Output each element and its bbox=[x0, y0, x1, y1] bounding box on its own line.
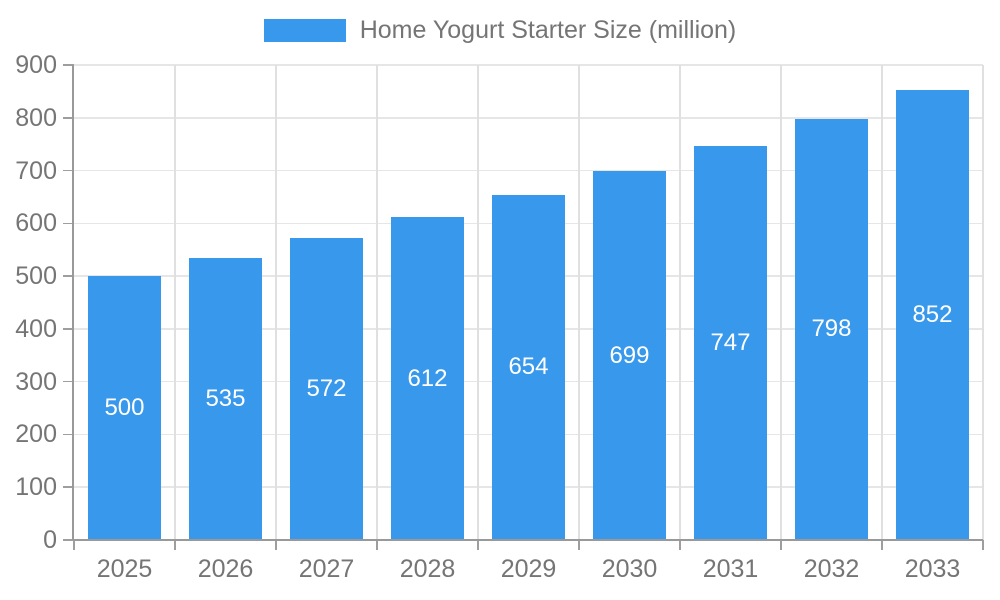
v-gridline bbox=[376, 65, 378, 540]
bar-2033[interactable] bbox=[895, 90, 970, 540]
x-axis-label: 2033 bbox=[904, 555, 961, 583]
v-gridline bbox=[982, 65, 984, 540]
v-gridline bbox=[477, 65, 479, 540]
x-axis-label: 2025 bbox=[96, 555, 153, 583]
x-axis-tick bbox=[578, 540, 580, 550]
v-gridline bbox=[275, 65, 277, 540]
y-axis-label: 400 bbox=[15, 314, 57, 343]
bar-2027[interactable] bbox=[289, 238, 364, 540]
y-axis-line bbox=[72, 65, 74, 540]
x-axis-tick bbox=[73, 540, 75, 550]
x-axis-label: 2029 bbox=[500, 555, 557, 583]
x-axis-tick bbox=[174, 540, 176, 550]
x-axis-label: 2032 bbox=[803, 555, 860, 583]
bar-value-label: 572 bbox=[306, 375, 347, 403]
y-axis-tick bbox=[63, 64, 74, 66]
bar-value-label: 612 bbox=[407, 364, 448, 392]
x-axis-tick bbox=[477, 540, 479, 550]
y-axis-tick bbox=[63, 275, 74, 277]
x-axis-label: 2027 bbox=[298, 555, 355, 583]
bar-2028[interactable] bbox=[390, 217, 465, 540]
y-axis-tick bbox=[63, 486, 74, 488]
bar-value-label: 500 bbox=[104, 394, 145, 422]
h-gridline bbox=[74, 117, 983, 119]
x-axis-tick bbox=[982, 540, 984, 550]
bar-value-label: 535 bbox=[205, 384, 246, 412]
y-axis-label: 700 bbox=[15, 156, 57, 185]
h-gridline bbox=[74, 169, 983, 172]
x-axis-label: 2026 bbox=[197, 555, 254, 583]
y-axis-tick bbox=[63, 380, 74, 383]
y-axis-label: 0 bbox=[43, 526, 57, 554]
v-gridline bbox=[679, 65, 681, 540]
x-axis-label: 2030 bbox=[601, 555, 658, 583]
y-axis-label: 600 bbox=[15, 209, 57, 238]
y-axis-tick bbox=[63, 222, 74, 225]
bar-2032[interactable] bbox=[794, 118, 869, 540]
legend-item[interactable]: Home Yogurt Starter Size (million) bbox=[0, 15, 1000, 45]
v-gridline bbox=[780, 65, 782, 540]
x-axis-label: 2028 bbox=[399, 555, 456, 583]
bar-2031[interactable] bbox=[693, 145, 768, 540]
legend-swatch bbox=[263, 18, 346, 42]
bar-2029[interactable] bbox=[491, 194, 566, 540]
legend-label: Home Yogurt Starter Size (million) bbox=[359, 16, 737, 44]
x-axis-tick bbox=[679, 540, 681, 550]
bar-2026[interactable] bbox=[188, 257, 263, 540]
y-axis-label: 900 bbox=[15, 51, 57, 79]
bar-value-label: 699 bbox=[609, 341, 650, 369]
y-axis-label: 800 bbox=[15, 103, 57, 132]
x-axis-line bbox=[74, 539, 983, 541]
y-axis-label: 200 bbox=[15, 420, 57, 449]
y-axis-tick bbox=[63, 117, 74, 119]
x-axis-tick bbox=[881, 540, 883, 550]
bar-2030[interactable] bbox=[592, 171, 667, 540]
bar-value-label: 852 bbox=[912, 301, 953, 329]
x-axis-label: 2031 bbox=[702, 555, 759, 583]
h-gridline bbox=[74, 64, 983, 66]
bar-value-label: 747 bbox=[710, 328, 751, 356]
bar-value-label: 798 bbox=[811, 315, 852, 343]
y-axis-label: 300 bbox=[15, 367, 57, 396]
y-axis-tick bbox=[63, 169, 74, 172]
x-axis-tick bbox=[376, 540, 378, 550]
y-axis-tick bbox=[63, 539, 74, 541]
x-axis-tick bbox=[275, 540, 277, 550]
v-gridline bbox=[578, 65, 580, 540]
y-axis-label: 100 bbox=[15, 473, 57, 502]
y-axis-tick bbox=[63, 433, 74, 436]
y-axis-label: 500 bbox=[15, 262, 57, 291]
y-axis-tick bbox=[63, 328, 74, 330]
bar-value-label: 654 bbox=[508, 353, 549, 381]
v-gridline bbox=[174, 65, 176, 540]
v-gridline bbox=[881, 65, 883, 540]
bar-2025[interactable] bbox=[87, 276, 162, 540]
x-axis-tick bbox=[780, 540, 782, 550]
